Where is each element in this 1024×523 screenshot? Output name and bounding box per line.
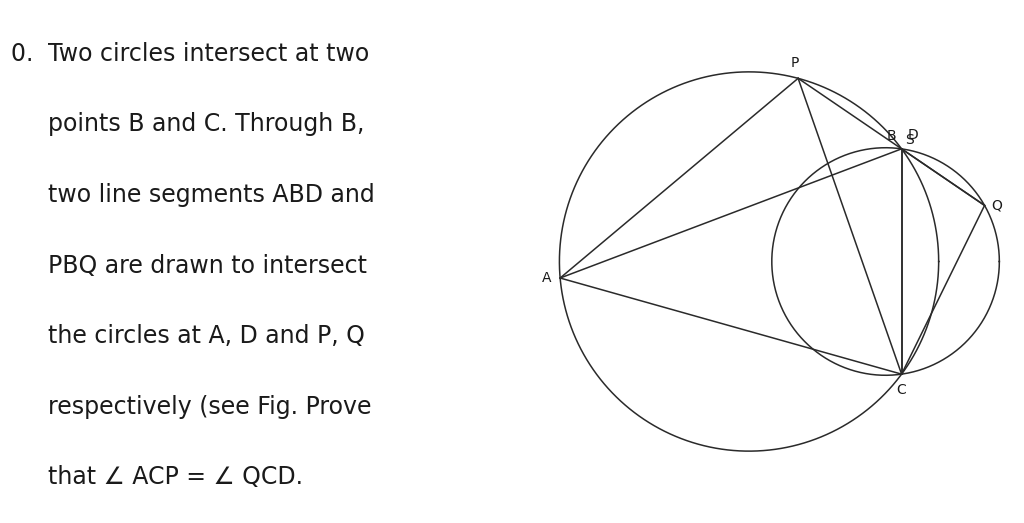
Text: Two circles intersect at two: Two circles intersect at two	[48, 42, 370, 66]
Text: the circles at A, D and P, Q: the circles at A, D and P, Q	[48, 324, 365, 348]
Text: Q: Q	[991, 198, 1002, 212]
Text: points B and C. Through B,: points B and C. Through B,	[48, 112, 365, 137]
Text: S: S	[905, 132, 913, 146]
Text: B: B	[886, 129, 896, 143]
Text: two line segments ABD and: two line segments ABD and	[48, 183, 375, 207]
Text: P: P	[791, 56, 799, 71]
Text: that ∠ ACP = ∠ QCD.: that ∠ ACP = ∠ QCD.	[48, 465, 303, 490]
Text: 0.: 0.	[10, 42, 41, 66]
Text: A: A	[542, 271, 551, 285]
Text: C: C	[897, 383, 906, 397]
Text: respectively (see Fig. Prove: respectively (see Fig. Prove	[48, 395, 372, 419]
Text: D: D	[907, 128, 919, 142]
Text: PBQ are drawn to intersect: PBQ are drawn to intersect	[48, 254, 367, 278]
